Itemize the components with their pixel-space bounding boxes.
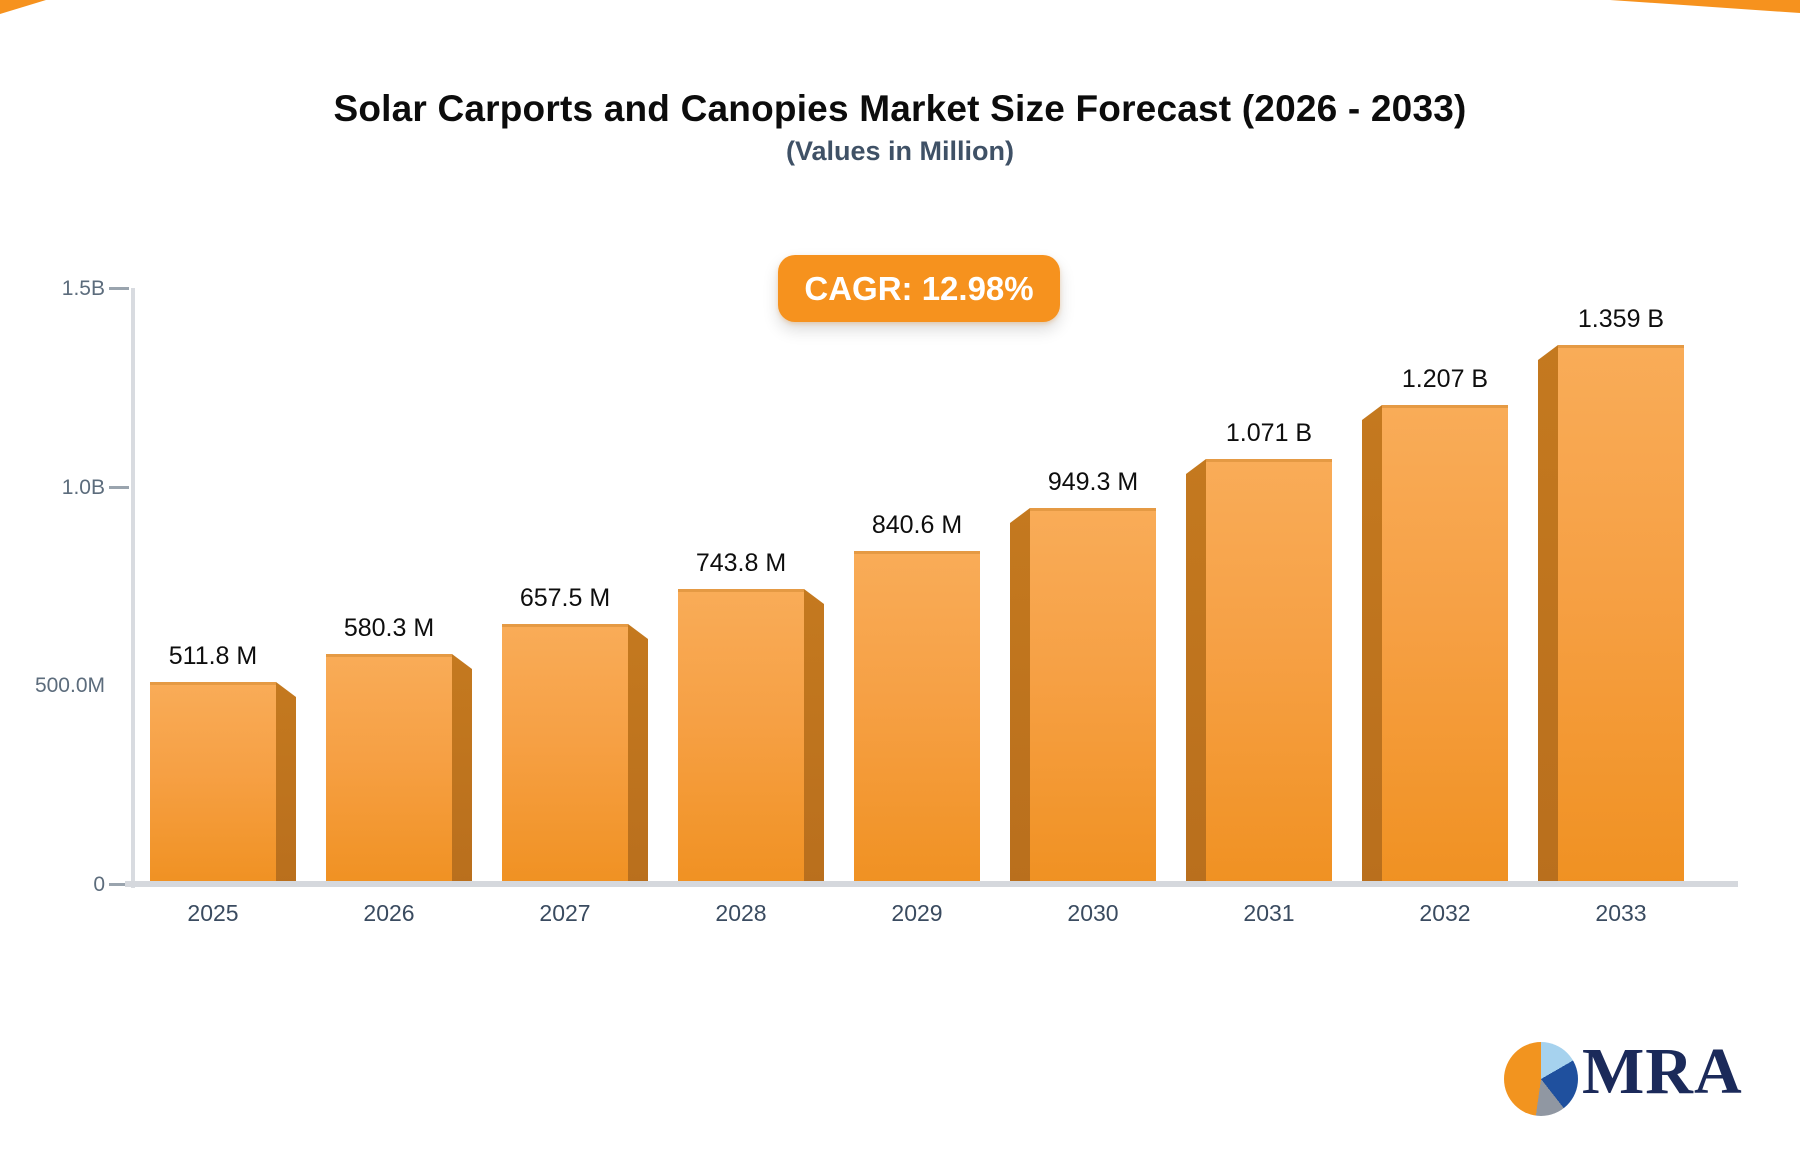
bar-2026[interactable] [326,654,452,885]
bar-value-label: 840.6 M [871,511,963,539]
x-axis-label: 2027 [539,900,591,926]
x-axis-label: 2031 [1243,900,1295,926]
x-axis-label: 2028 [715,900,767,926]
bar-2033-depth-side [1538,345,1558,885]
bar-value-label: 1.207 B [1401,365,1489,393]
y-tick-dash [109,286,129,290]
bar-2025-depth-side [276,682,296,885]
bar-2033[interactable] [1558,345,1684,885]
bar-value-label: 580.3 M [343,614,435,642]
x-axis-label: 2030 [1067,900,1119,926]
logo-text: MRA [1582,1035,1743,1108]
bar-value-label: 743.8 M [695,549,787,577]
bar-2028-depth-side [804,589,824,885]
y-tick-dash [109,485,129,489]
bar-value-label: 511.8 M [168,642,258,670]
bar-2032-depth-side [1362,405,1382,885]
bar-2031[interactable] [1206,459,1332,885]
chart-subtitle: (Values in Million) [785,136,1015,166]
mra-logo: MRA [1504,1034,1764,1124]
bar-2028[interactable] [678,589,804,885]
x-axis-label: 2026 [363,900,415,926]
y-tick-dash [109,883,129,886]
chart-title: Solar Carports and Canopies Market Size … [333,88,1467,129]
y-tick-label: 500.0M [34,674,105,698]
y-tick-label: 1.0B [61,475,105,499]
x-axis-label: 2033 [1595,900,1647,926]
bar-2027-depth-side [628,624,648,885]
bar-2030-depth-side [1010,508,1030,885]
bar-2030[interactable] [1030,508,1156,885]
bar-2029[interactable] [854,551,980,885]
bar-value-label: 949.3 M [1047,468,1139,496]
bar-2032[interactable] [1382,405,1508,885]
bar-2025[interactable] [150,682,276,885]
x-axis-label: 2032 [1419,900,1471,926]
bar-value-label: 1.071 B [1225,419,1313,447]
y-tick-label: 1.5B [61,276,105,300]
x-axis-baseline [125,881,1738,887]
bar-value-label: 1.359 B [1577,305,1665,333]
bar-2026-depth-side [452,654,472,885]
pie-chart-icon [1504,1042,1578,1116]
cagr-badge: CAGR: 12.98% [778,255,1060,322]
x-axis-label: 2025 [187,900,239,926]
x-axis-label: 2029 [891,900,943,926]
bar-2027[interactable] [502,624,628,885]
bar-2031-depth-side [1186,459,1206,885]
y-tick-label: 0 [93,873,105,896]
y-axis-line [131,287,135,888]
bar-value-label: 657.5 M [519,584,611,612]
